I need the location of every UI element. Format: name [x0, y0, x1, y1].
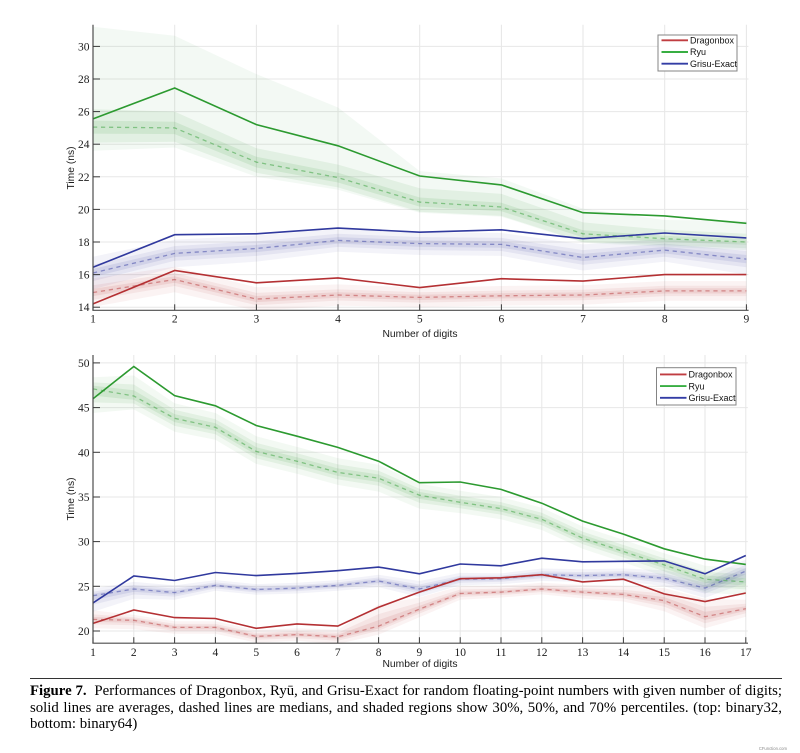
svg-text:25: 25 — [78, 581, 90, 593]
svg-text:35: 35 — [78, 492, 90, 504]
svg-text:Grisu-Exact: Grisu-Exact — [689, 393, 737, 403]
svg-text:5: 5 — [417, 313, 423, 325]
svg-text:9: 9 — [744, 313, 750, 325]
svg-text:Time (ns): Time (ns) — [66, 477, 77, 520]
svg-text:9: 9 — [417, 647, 423, 659]
svg-text:45: 45 — [78, 403, 90, 415]
svg-text:30: 30 — [78, 537, 90, 549]
svg-text:5: 5 — [253, 647, 259, 659]
svg-text:Number of digits: Number of digits — [383, 329, 458, 340]
svg-text:11: 11 — [495, 647, 506, 659]
svg-text:8: 8 — [662, 313, 668, 325]
svg-text:16: 16 — [699, 647, 711, 659]
svg-text:20: 20 — [78, 626, 90, 638]
svg-text:10: 10 — [454, 647, 466, 659]
svg-text:Ryu: Ryu — [689, 381, 705, 391]
svg-text:3: 3 — [254, 313, 260, 325]
svg-text:14: 14 — [78, 302, 90, 314]
svg-text:1: 1 — [90, 647, 96, 659]
svg-text:50: 50 — [78, 358, 90, 370]
svg-text:4: 4 — [213, 647, 219, 659]
svg-text:7: 7 — [335, 647, 341, 659]
svg-text:7: 7 — [580, 313, 586, 325]
svg-text:1: 1 — [90, 313, 96, 325]
svg-text:30: 30 — [78, 41, 90, 53]
svg-text:6: 6 — [499, 313, 505, 325]
svg-text:2: 2 — [172, 313, 178, 325]
svg-text:Grisu-Exact: Grisu-Exact — [690, 59, 738, 69]
svg-text:26: 26 — [78, 107, 90, 119]
svg-text:12: 12 — [536, 647, 548, 659]
svg-text:22: 22 — [78, 172, 90, 184]
svg-text:3: 3 — [172, 647, 178, 659]
svg-text:4: 4 — [335, 313, 341, 325]
svg-text:20: 20 — [78, 204, 90, 216]
svg-text:14: 14 — [618, 647, 630, 659]
svg-text:17: 17 — [740, 647, 752, 659]
svg-text:8: 8 — [376, 647, 382, 659]
svg-text:18: 18 — [78, 237, 90, 249]
svg-text:40: 40 — [78, 447, 90, 459]
svg-text:16: 16 — [78, 270, 90, 282]
svg-text:Number of digits: Number of digits — [383, 659, 458, 670]
svg-text:13: 13 — [577, 647, 589, 659]
svg-text:2: 2 — [131, 647, 137, 659]
svg-text:28: 28 — [78, 74, 90, 86]
svg-text:15: 15 — [658, 647, 670, 659]
svg-text:Ryu: Ryu — [690, 47, 706, 57]
svg-text:24: 24 — [78, 139, 90, 151]
svg-text:Dragonbox: Dragonbox — [689, 370, 734, 380]
svg-text:Time (ns): Time (ns) — [66, 146, 77, 189]
svg-text:6: 6 — [294, 647, 300, 659]
svg-text:Dragonbox: Dragonbox — [690, 36, 735, 46]
